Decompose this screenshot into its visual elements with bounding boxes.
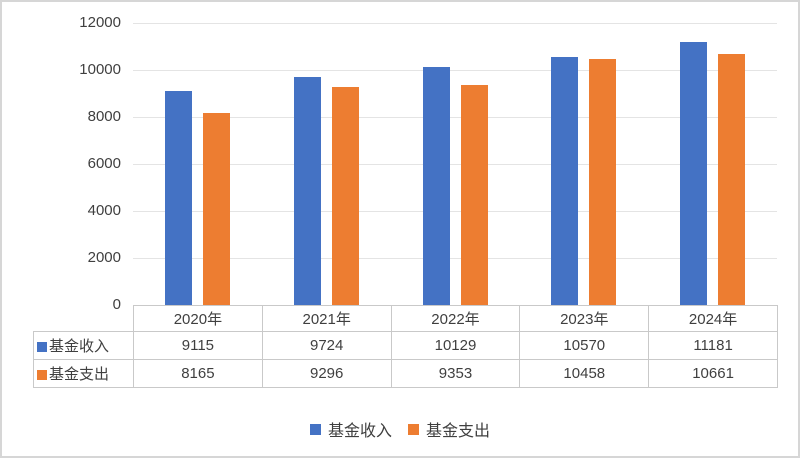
table-cell-基金收入-2020年: 9115 xyxy=(133,331,263,360)
series-key-icon xyxy=(37,342,47,352)
gridline-10000 xyxy=(133,70,777,71)
bar-基金收入-2021年 xyxy=(293,76,321,305)
table-cell-基金收入-2022年: 10129 xyxy=(390,331,521,360)
legend: 基金收入 基金支出 xyxy=(2,417,798,441)
legend-swatch-icon xyxy=(408,423,419,435)
y-axis-label-0: 0 xyxy=(112,296,121,313)
legend-item-基金支出: 基金支出 xyxy=(408,417,490,441)
bar-基金支出-2024年 xyxy=(718,54,746,305)
y-axis: 0 2000 4000 6000 8000 10000 12000 xyxy=(2,2,121,332)
category-label-2022年: 2022年 xyxy=(390,305,521,332)
bar-基金收入-2023年 xyxy=(551,56,579,305)
category-label-2020年: 2020年 xyxy=(133,305,263,332)
table-corner-blank xyxy=(34,306,134,332)
table-cell-基金支出-2021年: 9296 xyxy=(261,359,392,388)
gridline-2000 xyxy=(133,258,777,259)
data-table: 2020年 2021年 2022年 2023年 2024年 基金收入 9115 9724 101… xyxy=(33,305,778,388)
y-axis-label-10000: 10000 xyxy=(79,61,121,78)
table-cell-基金收入-2021年: 9724 xyxy=(261,331,392,360)
legend-label: 基金收入 xyxy=(327,423,392,440)
y-axis-label-4000: 4000 xyxy=(87,202,121,219)
table-cell-基金收入-2024年: 11181 xyxy=(648,331,778,360)
table-cell-基金支出-2024年: 10661 xyxy=(648,359,778,388)
gridline-8000 xyxy=(133,117,777,118)
category-label-2024年: 2024年 xyxy=(648,305,778,332)
bar-基金支出-2022年 xyxy=(460,85,488,305)
gridline-6000 xyxy=(133,164,777,165)
y-axis-label-8000: 8000 xyxy=(87,108,121,125)
legend-swatch-icon xyxy=(309,423,321,435)
legend-label: 基金支出 xyxy=(426,423,491,440)
y-axis-label-12000: 12000 xyxy=(79,14,121,31)
table-row-基金支出: 基金支出 8165 9296 9353 10458 10661 xyxy=(33,359,778,388)
plot-area xyxy=(133,23,777,306)
row-header-基金支出: 基金支出 xyxy=(33,359,134,388)
table-row-基金收入: 基金收入 9115 9724 10129 10570 11181 xyxy=(33,331,778,360)
bar-基金支出-2021年 xyxy=(331,86,359,305)
y-axis-label-2000: 2000 xyxy=(87,249,121,266)
category-label-2023年: 2023年 xyxy=(519,305,650,332)
bar-基金支出-2020年 xyxy=(202,113,230,305)
y-axis-label-6000: 6000 xyxy=(87,155,121,172)
category-label-2021年: 2021年 xyxy=(261,305,392,332)
bar-基金收入-2024年 xyxy=(680,42,708,305)
table-cell-基金支出-2020年: 8165 xyxy=(133,359,263,388)
table-cell-基金支出-2022年: 9353 xyxy=(390,359,521,388)
gridline-12000 xyxy=(133,23,777,24)
bar-基金收入-2022年 xyxy=(422,66,450,305)
table-cell-基金收入-2023年: 10570 xyxy=(519,331,650,360)
bar-基金支出-2023年 xyxy=(589,59,617,305)
bar-基金收入-2020年 xyxy=(164,90,192,305)
series-key-icon xyxy=(37,370,47,380)
gridline-4000 xyxy=(133,211,777,212)
legend-item-基金收入: 基金收入 xyxy=(309,417,392,441)
table-cell-基金支出-2023年: 10458 xyxy=(519,359,650,388)
row-header-基金收入: 基金收入 xyxy=(33,331,134,360)
